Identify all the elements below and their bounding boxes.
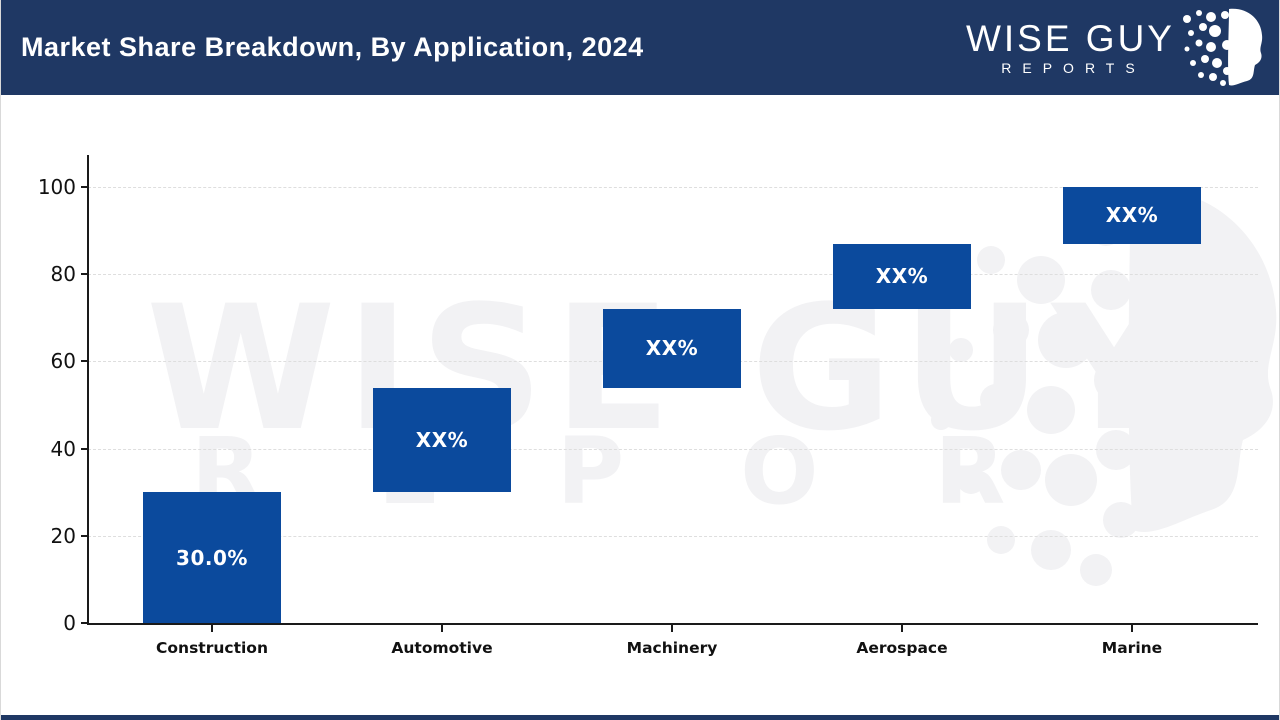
x-axis-tick [441, 625, 443, 632]
bar-value-label: XX% [1105, 203, 1159, 228]
y-axis-tick [81, 534, 88, 537]
x-axis-tick [901, 625, 903, 632]
waterfall-bar: XX% [1063, 187, 1201, 244]
logo-wordmark: WISE GUY [965, 18, 1175, 59]
y-tick-label: 80 [50, 262, 76, 287]
x-category-label: Automotive [391, 639, 493, 657]
y-tick-label: 100 [37, 175, 76, 199]
x-category-label: Construction [156, 639, 268, 657]
x-axis-tick [671, 625, 673, 632]
footer-bar [1, 715, 1279, 720]
y-axis-tick [81, 273, 88, 276]
x-category-label: Aerospace [856, 639, 948, 657]
x-axis-tick [1131, 625, 1133, 632]
waterfall-bar: XX% [373, 387, 511, 493]
x-axis-tick [211, 625, 213, 632]
waterfall-bar: 30.0% [143, 492, 281, 623]
y-gridline [88, 187, 1258, 188]
watermark-subtitle: R E P O R T S [191, 418, 1279, 525]
y-axis-tick [81, 622, 88, 624]
y-axis-tick [81, 186, 88, 188]
waterfall-bar: XX% [833, 243, 971, 310]
y-tick-label: 40 [50, 436, 76, 461]
y-gridline [88, 535, 1258, 537]
bar-value-label: 30.0% [176, 545, 248, 570]
page-title: Market Share Breakdown, By Application, … [21, 32, 644, 62]
bar-value-label: XX% [415, 427, 469, 452]
x-axis-line [87, 623, 1258, 625]
y-tick-label: 20 [50, 523, 76, 548]
y-axis-line [87, 155, 89, 625]
y-axis-tick [81, 360, 88, 363]
y-axis-tick [81, 447, 88, 450]
bar-value-label: XX% [645, 336, 699, 361]
y-tick-label: 0 [63, 611, 76, 635]
x-category-label: Machinery [626, 639, 718, 657]
bar-value-label: XX% [875, 264, 929, 289]
x-category-label: Marine [1101, 639, 1163, 657]
y-tick-label: 60 [50, 349, 76, 374]
waterfall-bar: XX% [603, 309, 741, 388]
logo-text: WISE GUY REPORTS [966, 20, 1175, 75]
dotted-head-profile-icon [1183, 8, 1263, 86]
y-gridline [88, 274, 1258, 276]
logo-subtitle: REPORTS [1001, 60, 1146, 76]
header-band: Market Share Breakdown, By Application, … [1, 0, 1279, 95]
wise-guy-reports-logo: WISE GUY REPORTS [966, 5, 1265, 91]
y-gridline [88, 448, 1258, 450]
